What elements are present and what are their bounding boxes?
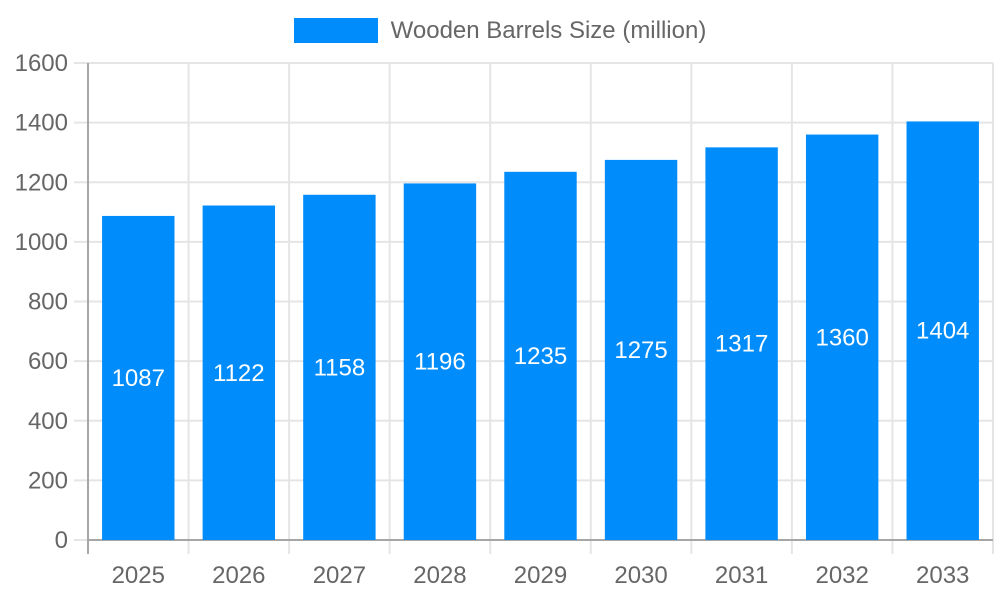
y-axis-label: 800 [28, 289, 68, 316]
bar[interactable] [403, 183, 477, 540]
x-axis-label: 2025 [112, 562, 165, 589]
bar-value-label: 1235 [514, 343, 567, 370]
bar-value-label: 1122 [213, 360, 265, 387]
bar[interactable] [303, 194, 376, 541]
x-axis-label: 2033 [916, 562, 969, 589]
x-axis-label: 2027 [313, 562, 366, 589]
y-axis-label: 1200 [15, 169, 68, 196]
bar[interactable] [906, 121, 979, 541]
y-axis-label: 1000 [15, 229, 68, 256]
y-axis-label: 400 [28, 408, 68, 435]
bar-value-label: 1087 [112, 365, 165, 392]
bar-value-label: 1404 [916, 318, 969, 345]
y-axis-label: 1600 [15, 50, 68, 77]
bar-value-label: 1158 [314, 354, 366, 381]
x-axis-label: 2032 [815, 562, 868, 589]
x-axis-label: 2030 [614, 562, 667, 589]
legend-label: Wooden Barrels Size (million) [390, 17, 707, 44]
x-axis-label: 2026 [212, 562, 265, 589]
bar-value-label: 1196 [414, 349, 466, 376]
y-axis-label: 1400 [15, 110, 68, 137]
y-axis-label: 0 [55, 527, 68, 554]
legend[interactable]: Wooden Barrels Size (million) [0, 18, 1000, 43]
bar-value-label: 1360 [815, 324, 868, 351]
bar-value-label: 1317 [715, 331, 768, 358]
bar[interactable] [102, 215, 175, 541]
bar[interactable] [705, 147, 778, 540]
bar[interactable] [202, 205, 276, 540]
bar[interactable] [604, 159, 678, 540]
bar[interactable] [504, 171, 577, 541]
bar-value-label: 1275 [614, 337, 667, 364]
x-axis-label: 2029 [514, 562, 567, 589]
y-axis-label: 200 [28, 467, 68, 494]
y-axis-label: 600 [28, 348, 68, 375]
legend-swatch [293, 18, 378, 43]
x-axis-label: 2031 [715, 562, 768, 589]
bar[interactable] [805, 134, 879, 541]
x-axis-label: 2028 [413, 562, 466, 589]
